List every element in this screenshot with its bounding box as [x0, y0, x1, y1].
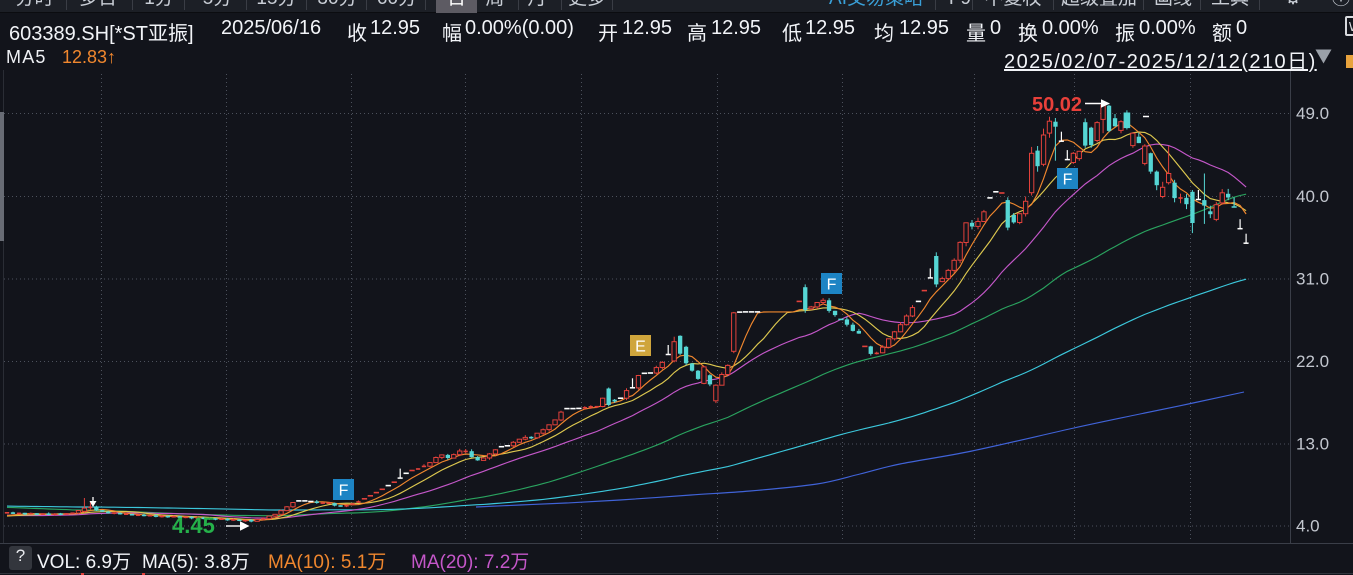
- svg-text:F: F: [1063, 172, 1073, 189]
- svg-text:50.02: 50.02: [1032, 94, 1082, 116]
- svg-text:4.0: 4.0: [1296, 517, 1320, 536]
- svg-text:F: F: [339, 483, 349, 500]
- svg-text:22.0: 22.0: [1296, 352, 1329, 371]
- svg-text:31.0: 31.0: [1296, 270, 1329, 289]
- svg-text:4.45: 4.45: [172, 513, 215, 538]
- svg-text:E: E: [635, 339, 646, 356]
- svg-text:49.0: 49.0: [1296, 104, 1329, 123]
- svg-text:F: F: [827, 277, 837, 294]
- svg-text:40.0: 40.0: [1296, 187, 1329, 206]
- svg-text:13.0: 13.0: [1296, 435, 1329, 454]
